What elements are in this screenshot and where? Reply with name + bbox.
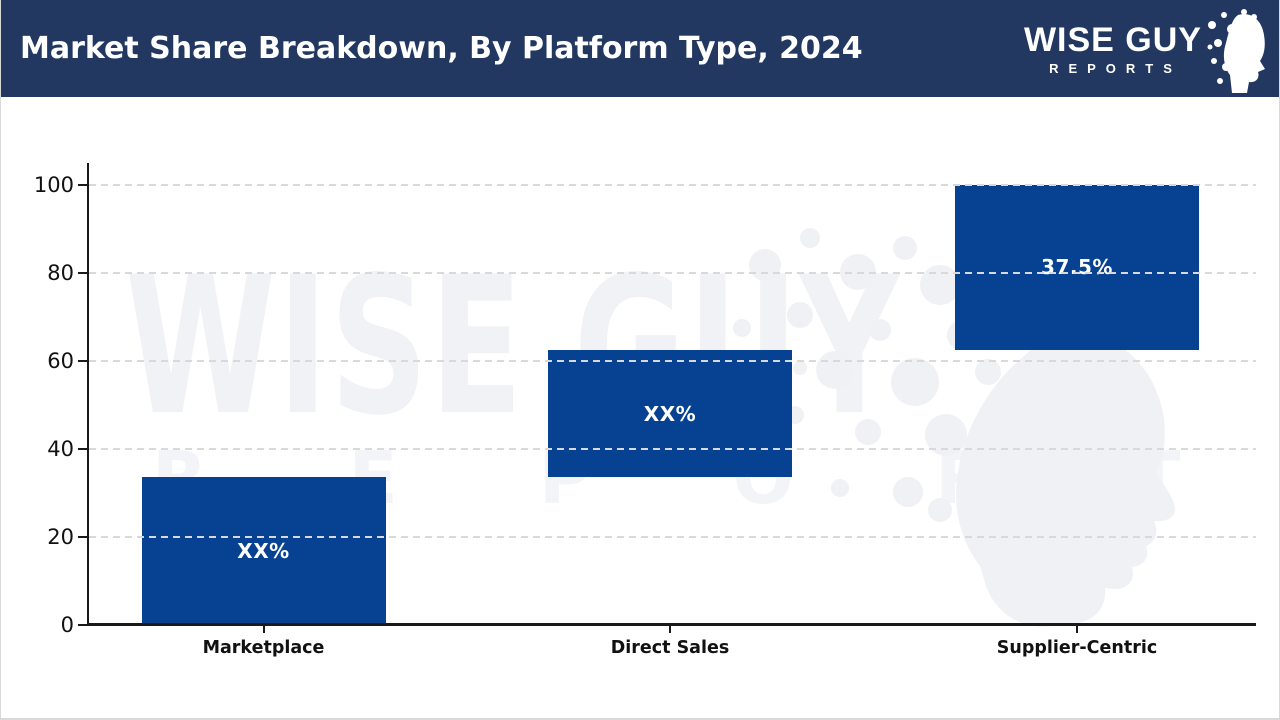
x-tick-2 [1076, 626, 1078, 633]
x-axis-spine [87, 623, 1256, 626]
x-tick-1 [669, 626, 671, 633]
bar-value-label: XX% [237, 538, 290, 563]
y-tick-label-80: 80 [47, 260, 74, 285]
logo-face-icon [1207, 9, 1265, 93]
y-tick-label-0: 0 [60, 612, 74, 637]
bar-marketplace: XX% [141, 477, 386, 625]
y-tick-80 [78, 271, 87, 274]
y-tick-60 [78, 359, 87, 362]
x-tick-label-1: Direct Sales [610, 638, 730, 658]
bar-direct-sales: XX% [548, 349, 792, 478]
page-title: Market Share Breakdown, By Platform Type… [20, 31, 863, 66]
bar-supplier-centric: 37.5% [955, 185, 1199, 350]
logo-wordmark: WISE GUY REPORTS [1024, 23, 1202, 76]
y-tick-label-100: 100 [33, 173, 74, 197]
y-tick-0 [78, 623, 87, 626]
bar-value-label: XX% [643, 401, 697, 426]
header-bar: Market Share Breakdown, By Platform Type… [0, 0, 1280, 97]
y-tick-100 [78, 184, 87, 186]
y-tick-40 [78, 447, 87, 450]
logo-wordmark-line2: REPORTS [1049, 60, 1182, 76]
y-tick-label-60: 60 [47, 348, 74, 373]
y-tick-label-40: 40 [47, 436, 74, 461]
x-tick-0 [262, 626, 265, 633]
x-tick-label-2: Supplier-Centric [996, 638, 1158, 658]
y-axis-spine [87, 163, 89, 626]
y-tick-20 [78, 535, 87, 538]
y-tick-label-20: 20 [47, 524, 74, 549]
brand-logo: WISE GUY REPORTS [1024, 4, 1268, 94]
x-tick-label-0: Marketplace [202, 638, 325, 658]
logo-wordmark-line1: WISE GUY [1023, 20, 1202, 59]
